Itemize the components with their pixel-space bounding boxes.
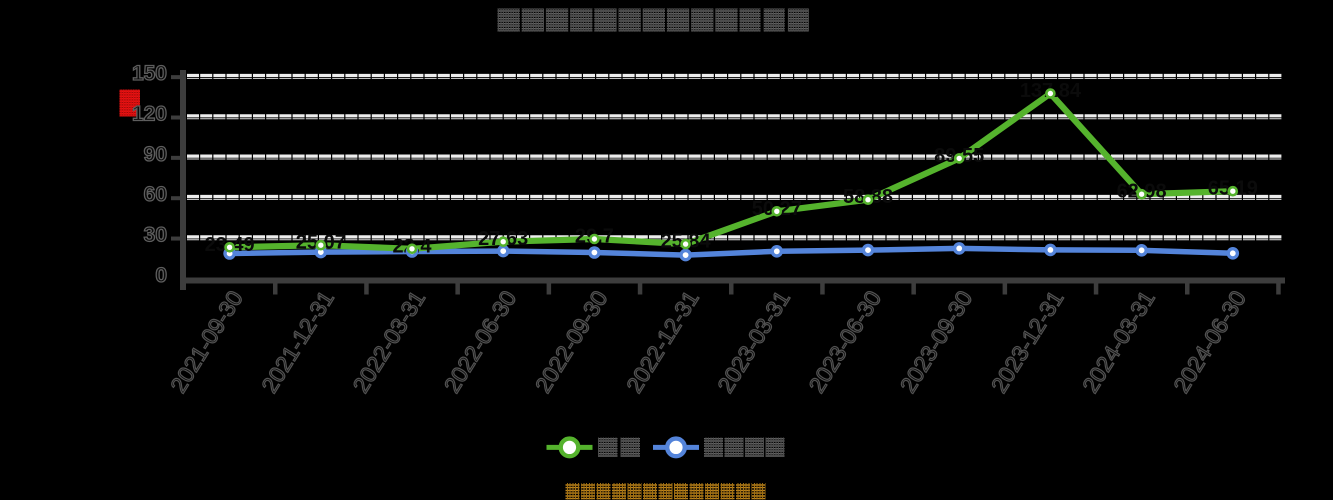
svg-text:120: 120 [132,103,167,126]
svg-text:30: 30 [144,224,167,247]
svg-text:0: 0 [155,264,167,287]
svg-text:60: 60 [144,183,167,206]
svg-text:90: 90 [144,143,167,166]
svg-text:150: 150 [132,62,167,85]
